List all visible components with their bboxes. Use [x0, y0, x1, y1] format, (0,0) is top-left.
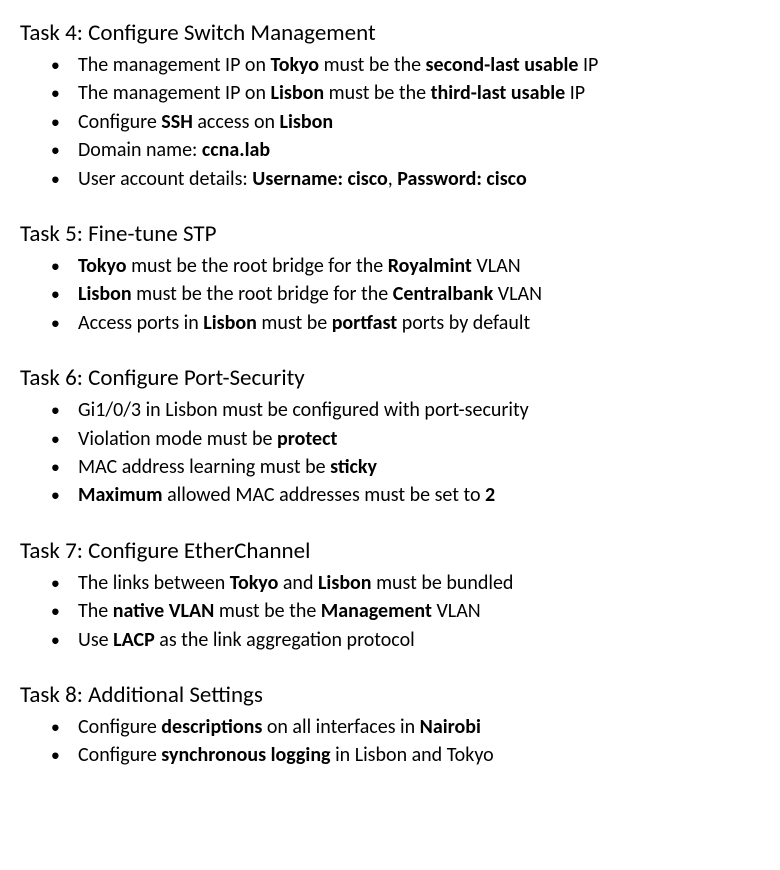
- text-run: VLAN: [493, 282, 542, 306]
- text-run: Configure: [78, 743, 161, 767]
- task-item-list: The links between Tokyo and Lisbon must …: [20, 569, 760, 654]
- list-item: The links between Tokyo and Lisbon must …: [72, 569, 760, 597]
- text-run: in Lisbon and Tokyo: [331, 743, 494, 767]
- text-run: descriptions: [161, 715, 262, 739]
- text-run: must be the root bridge for the: [127, 254, 388, 278]
- text-run: LACP: [113, 628, 155, 652]
- task-block: Task 5: Fine-tune STPTokyo must be the r…: [20, 219, 760, 337]
- text-run: and: [278, 571, 318, 595]
- list-item: The management IP on Tokyo must be the s…: [72, 51, 760, 79]
- text-run: Lisbon: [78, 282, 132, 306]
- text-run: Nairobi: [420, 715, 481, 739]
- list-item: MAC address learning must be sticky: [72, 453, 760, 481]
- task-item-list: Tokyo must be the root bridge for the Ro…: [20, 252, 760, 337]
- text-run: Username: cisco: [252, 167, 387, 191]
- text-run: must be the: [214, 599, 320, 623]
- text-run: native VLAN: [113, 599, 215, 623]
- task-title: Task 8: Additional Settings: [20, 680, 760, 711]
- text-run: Management: [321, 599, 432, 623]
- text-run: Password: cisco: [397, 167, 526, 191]
- text-run: Violation mode must be: [78, 427, 277, 451]
- text-run: third-last usable: [431, 81, 566, 105]
- text-run: ,: [388, 167, 398, 191]
- list-item: Configure synchronous logging in Lisbon …: [72, 741, 760, 769]
- text-run: Use: [78, 628, 113, 652]
- text-run: SSH: [161, 110, 193, 134]
- text-run: Maximum: [78, 483, 163, 507]
- text-run: The links between: [78, 571, 230, 595]
- text-run: synchronous logging: [161, 743, 330, 767]
- text-run: Tokyo: [230, 571, 279, 595]
- text-run: must be the: [319, 53, 425, 77]
- list-item: Access ports in Lisbon must be portfast …: [72, 309, 760, 337]
- text-run: The management IP on: [78, 53, 271, 77]
- text-run: Tokyo: [271, 53, 320, 77]
- text-run: ports by default: [397, 311, 530, 335]
- text-run: portfast: [332, 311, 398, 335]
- text-run: VLAN: [472, 254, 521, 278]
- task-item-list: Configure descriptions on all interfaces…: [20, 713, 760, 770]
- text-run: must be the root bridge for the: [132, 282, 393, 306]
- list-item: The management IP on Lisbon must be the …: [72, 79, 760, 107]
- text-run: ccna.lab: [202, 138, 270, 162]
- task-block: Task 4: Configure Switch ManagementThe m…: [20, 18, 760, 193]
- task-item-list: Gi1/0/3 in Lisbon must be configured wit…: [20, 396, 760, 510]
- list-item: Domain name: ccna.lab: [72, 136, 760, 164]
- text-run: Lisbon: [271, 81, 325, 105]
- text-run: must be bundled: [372, 571, 514, 595]
- task-title: Task 5: Fine-tune STP: [20, 219, 760, 250]
- task-block: Task 7: Configure EtherChannelThe links …: [20, 536, 760, 654]
- text-run: User account details:: [78, 167, 252, 191]
- text-run: The: [78, 599, 113, 623]
- text-run: Access ports in: [78, 311, 203, 335]
- list-item: Gi1/0/3 in Lisbon must be configured wit…: [72, 396, 760, 424]
- text-run: must be: [257, 311, 332, 335]
- list-item: User account details: Username: cisco, P…: [72, 165, 760, 193]
- text-run: as the link aggregation protocol: [155, 628, 415, 652]
- text-run: Lisbon: [318, 571, 372, 595]
- document-body: Task 4: Configure Switch ManagementThe m…: [20, 18, 760, 770]
- task-title: Task 4: Configure Switch Management: [20, 18, 760, 49]
- list-item: Lisbon must be the root bridge for the C…: [72, 280, 760, 308]
- text-run: Gi1/0/3 in Lisbon must be configured wit…: [78, 398, 529, 422]
- list-item: Use LACP as the link aggregation protoco…: [72, 626, 760, 654]
- text-run: Domain name:: [78, 138, 202, 162]
- task-title: Task 7: Configure EtherChannel: [20, 536, 760, 567]
- list-item: Tokyo must be the root bridge for the Ro…: [72, 252, 760, 280]
- text-run: Configure: [78, 715, 161, 739]
- task-item-list: The management IP on Tokyo must be the s…: [20, 51, 760, 193]
- text-run: Configure: [78, 110, 161, 134]
- list-item: The native VLAN must be the Management V…: [72, 597, 760, 625]
- text-run: protect: [277, 427, 337, 451]
- text-run: second-last usable: [426, 53, 579, 77]
- text-run: Centralbank: [393, 282, 494, 306]
- text-run: IP: [565, 81, 585, 105]
- text-run: must be the: [324, 81, 430, 105]
- text-run: 2: [485, 483, 495, 507]
- text-run: access on: [193, 110, 280, 134]
- task-block: Task 6: Configure Port-Security Gi1/0/3 i…: [20, 363, 760, 510]
- task-block: Task 8: Additional SettingsConfigure des…: [20, 680, 760, 770]
- list-item: Maximum allowed MAC addresses must be se…: [72, 481, 760, 509]
- text-run: sticky: [330, 455, 377, 479]
- text-run: IP: [579, 53, 599, 77]
- text-run: Royalmint: [388, 254, 472, 278]
- list-item: Violation mode must be protect: [72, 425, 760, 453]
- list-item: Configure SSH access on Lisbon: [72, 108, 760, 136]
- text-run: allowed MAC addresses must be set to: [163, 483, 486, 507]
- text-run: MAC address learning must be: [78, 455, 330, 479]
- text-run: Lisbon: [203, 311, 257, 335]
- text-run: on all interfaces in: [262, 715, 419, 739]
- text-run: Lisbon: [280, 110, 334, 134]
- text-run: Tokyo: [78, 254, 127, 278]
- list-item: Configure descriptions on all interfaces…: [72, 713, 760, 741]
- task-title: Task 6: Configure Port-Security: [20, 363, 760, 394]
- text-run: The management IP on: [78, 81, 271, 105]
- text-run: VLAN: [432, 599, 481, 623]
